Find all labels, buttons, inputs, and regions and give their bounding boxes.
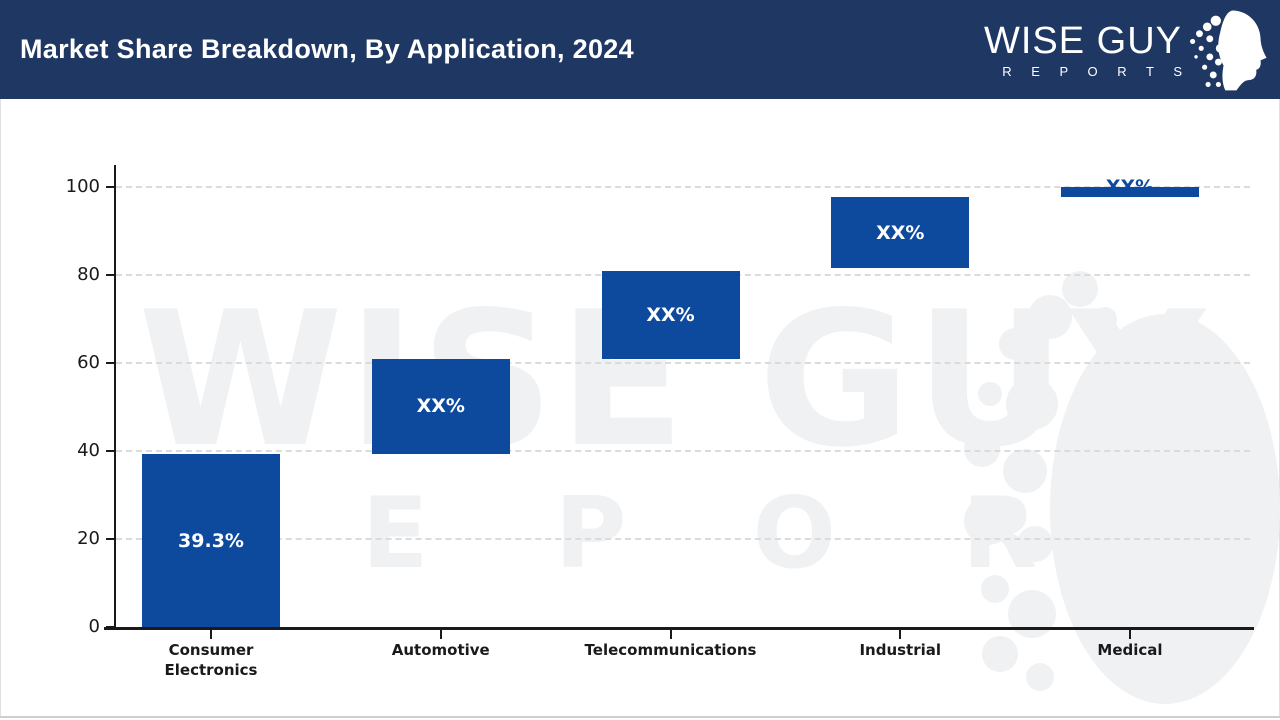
ytick-label-100: 100 [65, 176, 100, 197]
ytick-label-20: 20 [77, 528, 100, 549]
gridline-y20 [116, 538, 1250, 540]
bar-telecommunications: XX% [601, 271, 740, 359]
y-axis-spine [114, 165, 116, 629]
wiseguy-logo: WISE GUY R E P O R T S [984, 4, 1270, 96]
gridline-y60 [116, 362, 1250, 364]
ytick-mark-80 [106, 274, 115, 276]
ytick-label-80: 80 [77, 264, 100, 285]
xtick-mark-0 [210, 630, 212, 639]
xtick-label-4: Medical [1097, 641, 1163, 659]
xtick-mark-3 [899, 630, 902, 639]
xtick-label-2: Telecommunications [584, 641, 757, 659]
bar-consumer-electronics: 39.3% [142, 454, 280, 627]
xtick-label-3: Industrial [859, 641, 942, 659]
ytick-mark-40 [106, 450, 115, 452]
xtick-label-1: Automotive [391, 641, 490, 659]
bottom-divider [0, 716, 1280, 718]
bar-value-label: XX% [646, 304, 695, 327]
bar-medical: XX% [1061, 176, 1199, 198]
watermark-head-icon [964, 271, 1280, 704]
xtick-mark-4 [1129, 630, 1131, 639]
logo-subtitle: R E P O R T S [1002, 64, 1190, 79]
gridline-y40 [116, 450, 1250, 452]
wiseguy-head-icon [1190, 10, 1267, 91]
xtick-label-0: Consumer Electronics [164, 641, 258, 679]
ytick-label-60: 60 [77, 352, 100, 373]
bar-value-label: 39.3% [178, 529, 244, 552]
bar-value-label: XX% [876, 221, 925, 244]
bar-industrial: XX% [831, 197, 970, 269]
ytick-label-0: 0 [88, 616, 100, 637]
bar-value-label: XX% [1105, 176, 1155, 198]
xtick-mark-2 [669, 630, 672, 639]
gridline-y100 [116, 186, 1250, 188]
bar-automotive: XX% [371, 358, 510, 455]
ytick-label-40: 40 [77, 440, 100, 461]
page-title: Market Share Breakdown, By Application, … [20, 34, 634, 64]
ytick-mark-60 [106, 362, 115, 364]
header-bar: Market Share Breakdown, By Application, … [0, 0, 1280, 99]
bar-value-label: XX% [416, 395, 465, 418]
ytick-mark-20 [106, 538, 115, 540]
x-axis-spine [104, 627, 1254, 630]
ytick-mark-100 [106, 186, 115, 188]
logo-wordmark: WISE GUY [983, 20, 1182, 62]
xtick-mark-1 [439, 630, 442, 639]
wiseguy-logo-text: WISE GUY R E P O R T S [984, 21, 1182, 79]
